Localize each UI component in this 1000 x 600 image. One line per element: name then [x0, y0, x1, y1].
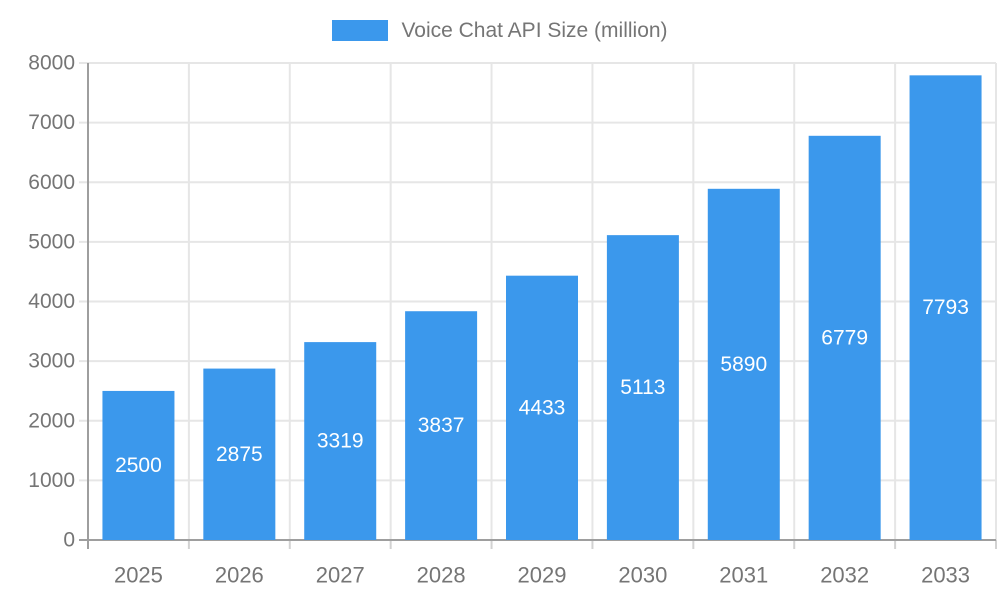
x-tick-label: 2028 — [417, 563, 466, 588]
x-tick-label: 2025 — [114, 563, 163, 588]
bar — [707, 188, 780, 540]
bar — [909, 75, 982, 540]
bar — [606, 235, 679, 540]
bar — [405, 311, 478, 540]
bar-value-label: 6779 — [821, 326, 868, 349]
bar-value-label: 2500 — [115, 454, 162, 477]
x-tick-label: 2031 — [719, 563, 768, 588]
bar-value-label: 3319 — [317, 430, 364, 453]
chart-title: Voice Chat API Size (million) — [401, 19, 668, 42]
x-tick-label: 2026 — [215, 563, 264, 588]
x-tick-label: 2032 — [820, 563, 869, 588]
bar-value-label: 4433 — [519, 396, 566, 419]
bar-value-label: 2875 — [216, 443, 263, 466]
y-tick-label: 5000 — [28, 230, 75, 253]
bar — [304, 342, 377, 540]
bar-value-label: 7793 — [922, 296, 969, 319]
bar — [808, 135, 881, 540]
y-tick-label: 3000 — [28, 350, 75, 373]
y-tick-label: 7000 — [28, 111, 75, 134]
y-tick-label: 1000 — [28, 469, 75, 492]
legend[interactable]: Voice Chat API Size (million) — [0, 20, 1000, 41]
x-tick-label: 2033 — [921, 563, 970, 588]
bar-value-label: 3837 — [418, 414, 465, 437]
y-tick-label: 6000 — [28, 171, 75, 194]
bar-value-label: 5113 — [620, 376, 665, 399]
y-tick-label: 4000 — [28, 290, 75, 313]
y-tick-label: 0 — [63, 529, 75, 552]
y-tick-label: 2000 — [28, 409, 75, 432]
bar — [203, 368, 276, 540]
bar — [506, 275, 578, 540]
x-tick-label: 2029 — [518, 563, 567, 588]
bar — [102, 390, 175, 540]
y-tick-label: 8000 — [28, 52, 75, 75]
bar-value-label: 5890 — [720, 353, 767, 376]
x-tick-label: 2027 — [316, 563, 365, 588]
legend-swatch — [332, 20, 389, 41]
x-tick-label: 2030 — [618, 563, 667, 588]
